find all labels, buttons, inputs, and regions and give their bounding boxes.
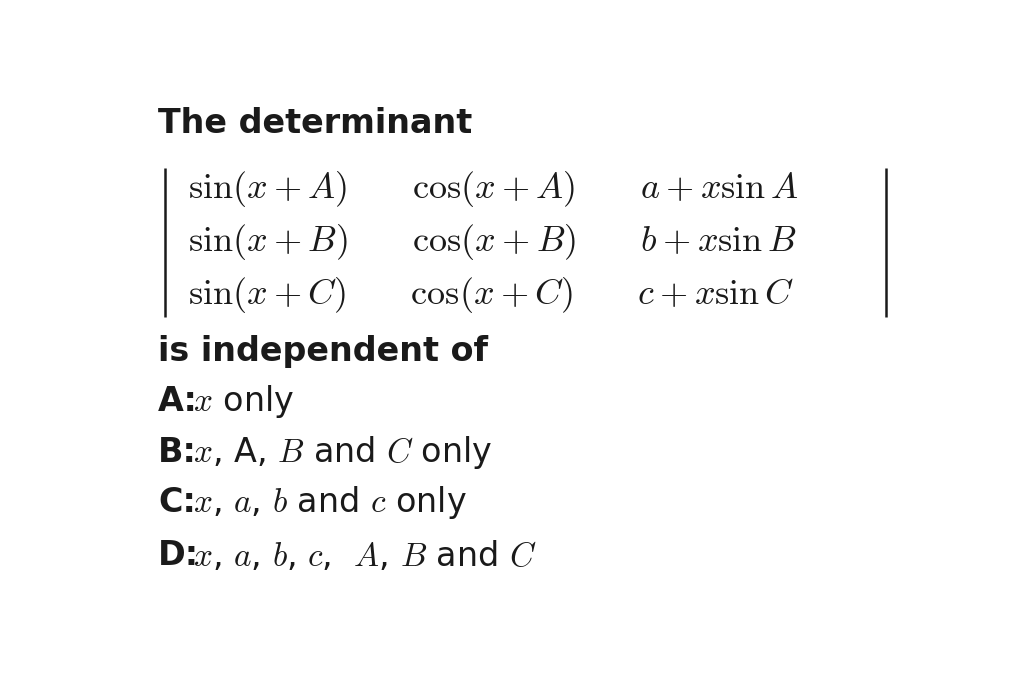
Text: $x$, A, $B$ and $C$ only: $x$, A, $B$ and $C$ only [194,433,493,471]
Text: $x$ only: $x$ only [194,383,294,420]
Text: $\sin(x+A) \quad\quad \cos(x+A) \quad\quad a + x\sin A$: $\sin(x+A) \quad\quad \cos(x+A) \quad\qu… [187,169,798,209]
Text: $x$, $a$, $b$ and $c$ only: $x$, $a$, $b$ and $c$ only [194,484,467,521]
Text: is independent of: is independent of [158,335,488,368]
Text: $\sin(x+C) \quad\quad \cos(x+C) \quad\quad c + x\sin C$: $\sin(x+C) \quad\quad \cos(x+C) \quad\qu… [187,275,794,315]
Text: D:: D: [158,539,200,572]
Text: B:: B: [158,435,197,469]
Text: $x$, $a$, $b$, $c$,  $A$, $B$ and $C$: $x$, $a$, $b$, $c$, $A$, $B$ and $C$ [194,539,537,573]
Text: The determinant: The determinant [158,107,472,139]
Text: $\sin(x+B) \quad\quad \cos(x+B) \quad\quad b + x\sin B$: $\sin(x+B) \quad\quad \cos(x+B) \quad\qu… [187,222,796,262]
Text: C:: C: [158,486,196,519]
Text: A:: A: [158,385,198,418]
